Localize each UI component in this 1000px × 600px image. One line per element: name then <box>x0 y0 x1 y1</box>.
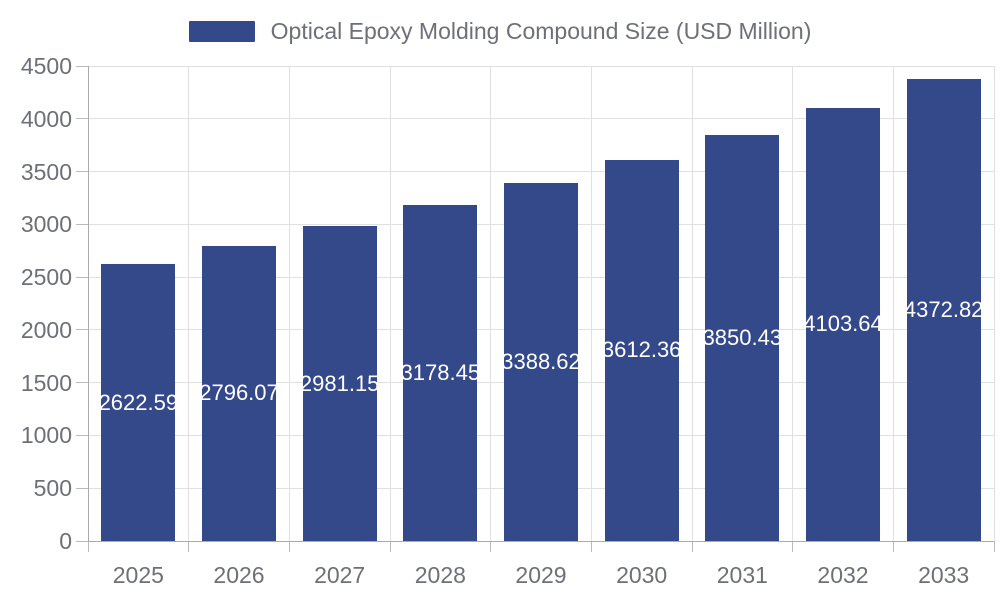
y-gridline <box>88 65 994 67</box>
y-axis-tick <box>76 223 88 225</box>
y-axis-tick <box>76 171 88 173</box>
y-axis-tick <box>76 487 88 489</box>
y-axis-tick-label: 1000 <box>20 422 72 449</box>
x-axis-category-label: 2033 <box>918 562 970 588</box>
y-axis-tick-label: 2000 <box>20 316 72 343</box>
x-gridline <box>389 66 391 541</box>
y-axis-tick-label: 0 <box>59 528 72 554</box>
x-gridline <box>188 66 190 541</box>
x-axis-tick <box>389 541 391 552</box>
x-axis-category-label: 2026 <box>213 562 265 588</box>
x-axis-tick <box>188 541 190 552</box>
x-gridline <box>892 66 894 541</box>
y-axis-tick <box>76 540 88 542</box>
bar-2025[interactable] <box>101 264 176 541</box>
x-gridline <box>691 66 693 541</box>
x-axis-category-label: 2029 <box>515 562 567 588</box>
x-axis-tick <box>892 541 894 552</box>
chart-legend[interactable]: Optical Epoxy Molding Compound Size (USD… <box>0 18 1000 45</box>
bar-2029[interactable] <box>504 183 578 541</box>
x-gridline <box>490 66 492 541</box>
y-axis-line <box>87 66 89 541</box>
bar-2033[interactable] <box>906 79 981 541</box>
y-axis-tick-label: 2500 <box>20 264 72 291</box>
y-axis-tick-label: 3500 <box>20 158 72 185</box>
x-axis-category-label: 2025 <box>112 562 164 588</box>
x-axis-tick <box>87 541 89 552</box>
bar-2030[interactable] <box>604 159 679 541</box>
y-axis-tick <box>76 329 88 331</box>
x-axis-category-label: 2027 <box>314 562 366 588</box>
y-axis-tick-label: 4000 <box>20 105 72 132</box>
x-axis-tick <box>993 541 995 552</box>
bar-2028[interactable] <box>403 205 478 541</box>
y-axis-tick-label: 500 <box>33 475 72 502</box>
x-gridline <box>590 66 592 541</box>
y-axis-tick-label: 1500 <box>20 369 72 396</box>
x-axis-category-label: 2028 <box>414 562 466 588</box>
bar-2027[interactable] <box>302 226 377 541</box>
legend-swatch-icon <box>188 21 255 42</box>
x-gridline <box>792 66 794 541</box>
x-axis-tick <box>691 541 693 552</box>
x-axis-tick <box>590 541 592 552</box>
y-axis-tick <box>76 382 88 384</box>
y-axis-tick <box>76 434 88 436</box>
x-axis-category-label: 2031 <box>716 562 768 588</box>
y-axis-tick-label: 4500 <box>20 53 72 79</box>
x-axis-tick <box>288 541 290 552</box>
y-gridline <box>88 118 994 120</box>
x-axis-category-label: 2030 <box>616 562 668 588</box>
x-gridline <box>993 66 995 541</box>
x-gridline <box>288 66 290 541</box>
y-gridline <box>88 171 994 173</box>
x-axis-tick <box>490 541 492 552</box>
bar-2031[interactable] <box>705 134 780 541</box>
legend-label: Optical Epoxy Molding Compound Size (USD… <box>270 18 812 44</box>
y-axis-tick-label: 3000 <box>20 211 72 238</box>
x-axis-tick <box>792 541 794 552</box>
x-axis-line <box>88 540 994 542</box>
y-axis-tick <box>76 118 88 120</box>
bar-2032[interactable] <box>806 107 880 541</box>
y-axis-tick <box>76 65 88 67</box>
y-axis-tick <box>76 276 88 278</box>
x-axis-category-label: 2032 <box>817 562 869 588</box>
bar-2026[interactable] <box>202 245 276 541</box>
